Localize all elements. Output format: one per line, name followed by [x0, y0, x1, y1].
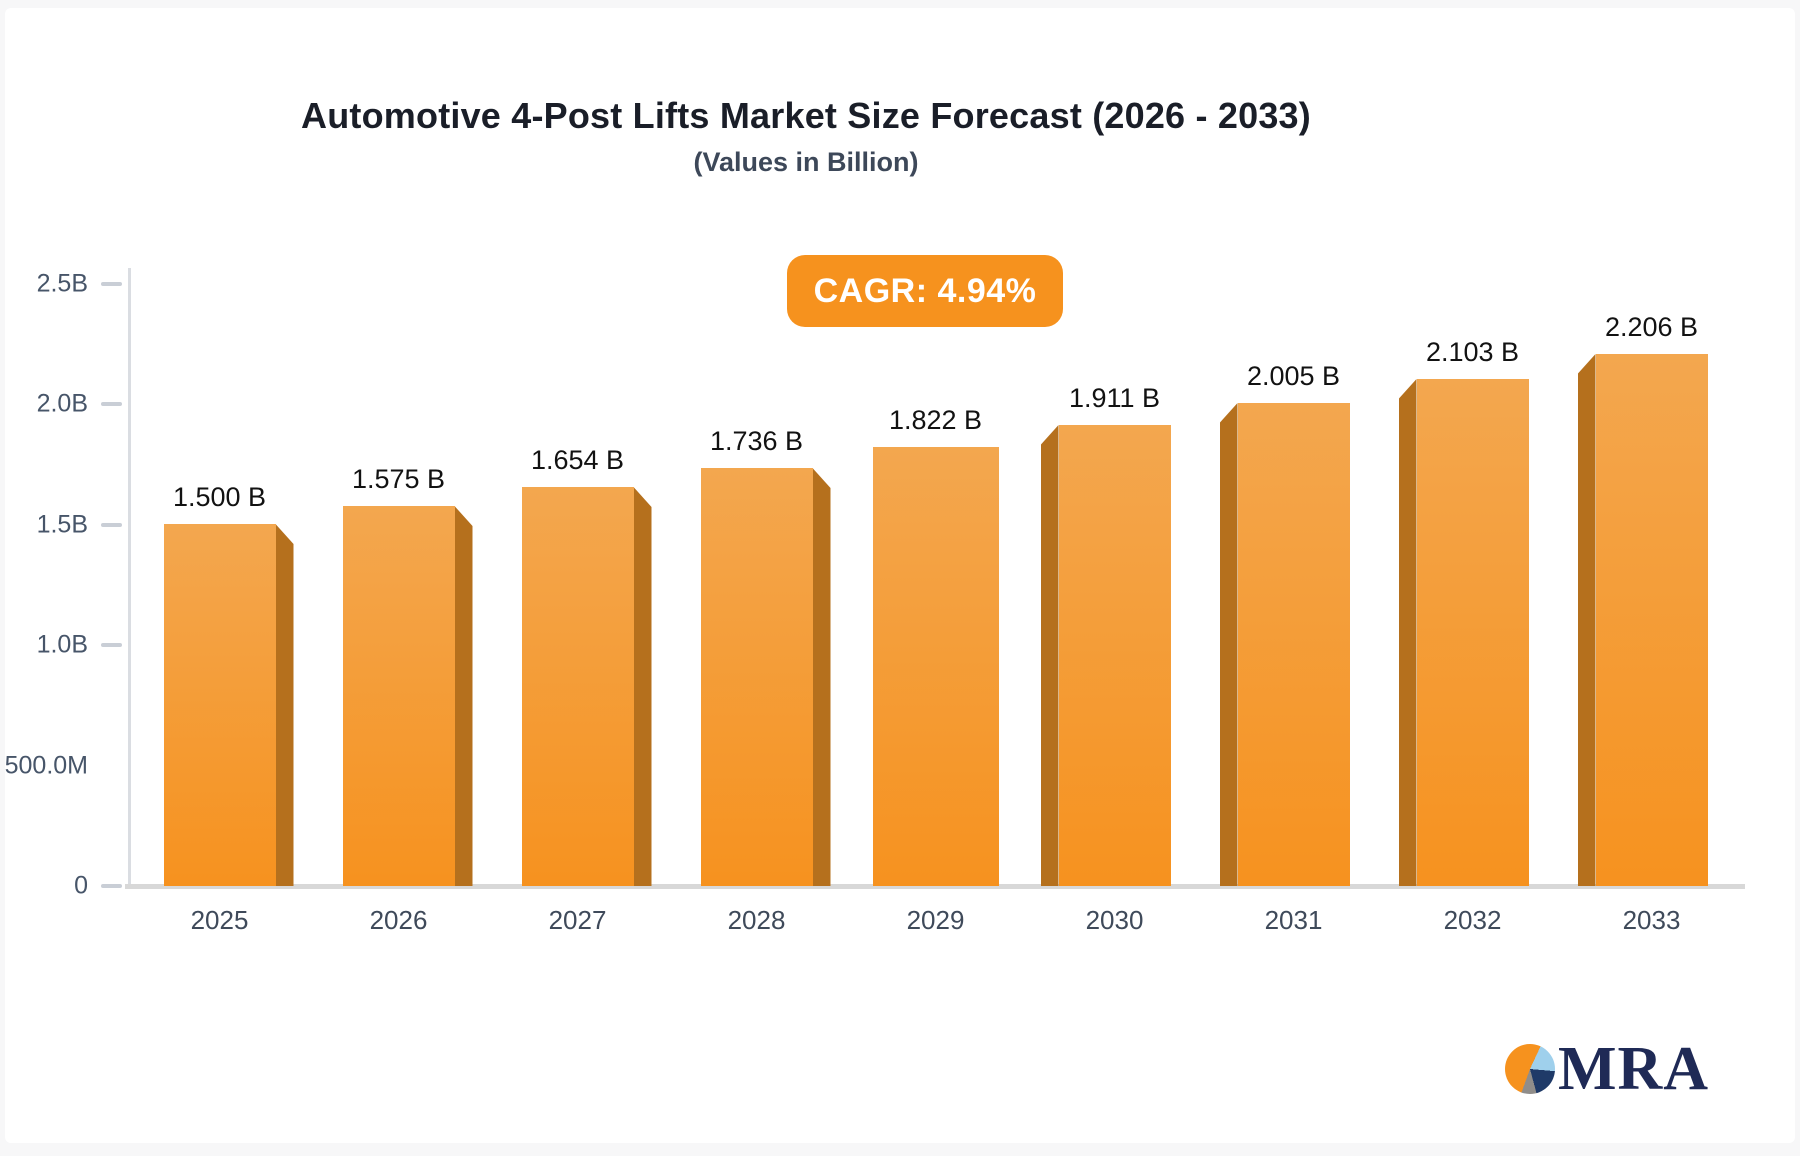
- x-axis-label-2028: 2028: [727, 905, 786, 935]
- bar-3d-side: [1040, 425, 1059, 886]
- y-tick-mark: [101, 884, 122, 888]
- y-tick-label: 1.5B: [36, 510, 88, 538]
- chart-title: Automotive 4-Post Lifts Market Size Fore…: [301, 95, 1311, 136]
- pie-chart-logo-icon: [1505, 1044, 1555, 1094]
- bar-2028: [700, 468, 813, 886]
- x-axis-label-2029: 2029: [906, 905, 965, 935]
- bar-3d-side: [812, 468, 831, 886]
- bar-3d-side: [1398, 379, 1417, 886]
- y-tick-label: 2.0B: [36, 389, 88, 418]
- y-tick-mark: [101, 281, 122, 286]
- bar-3d-side: [1577, 354, 1596, 886]
- bar-2032: [1416, 379, 1529, 886]
- bar-2026: [342, 506, 455, 886]
- bar-3d-side: [633, 487, 652, 886]
- bar-value-label: 1.822 B: [888, 405, 983, 435]
- x-axis-label-2030: 2030: [1085, 905, 1144, 935]
- bar-value-label: 1.575 B: [351, 464, 446, 494]
- x-axis-label-2031: 2031: [1264, 905, 1323, 935]
- x-axis-label-2025: 2025: [190, 905, 249, 935]
- y-tick-mark: [101, 522, 122, 527]
- mra-logo: MRA: [1505, 1038, 1709, 1100]
- bar-value-label: 2.005 B: [1246, 361, 1341, 391]
- chart-subtitle: (Values in Billion): [693, 147, 919, 177]
- bar-2033: [1595, 354, 1708, 886]
- y-tick-label: 1.0B: [36, 630, 88, 659]
- bar-2025: [163, 524, 276, 886]
- bar-2029: [872, 447, 999, 886]
- cagr-badge: CAGR: 4.94%: [787, 255, 1063, 327]
- bar-3d-side: [275, 524, 294, 886]
- bar-value-label: 2.206 B: [1604, 312, 1699, 342]
- y-tick-mark: [101, 643, 122, 647]
- bar-2027: [521, 487, 634, 886]
- x-axis-label-2032: 2032: [1443, 905, 1502, 935]
- bar-3d-side: [454, 506, 473, 886]
- x-axis-label-2027: 2027: [548, 905, 607, 935]
- y-tick-label: 0: [74, 871, 88, 900]
- x-axis-label-2026: 2026: [369, 905, 428, 935]
- bar-value-label: 1.736 B: [709, 426, 804, 456]
- y-tick-label: 500.0M: [4, 751, 88, 779]
- y-tick-mark: [101, 402, 122, 406]
- bar-value-label: 1.911 B: [1068, 383, 1161, 413]
- bar-value-label: 1.500 B: [172, 482, 267, 512]
- x-axis-label-2033: 2033: [1622, 905, 1681, 935]
- bar-3d-side: [1219, 403, 1238, 886]
- bar-2031: [1237, 403, 1350, 886]
- y-axis-line: [128, 268, 131, 886]
- bar-value-label: 2.103 B: [1425, 337, 1520, 367]
- bar-value-label: 1.654 B: [530, 445, 625, 475]
- x-axis-baseline: [125, 884, 1745, 889]
- bar-2030: [1058, 425, 1171, 886]
- cagr-badge-label: CAGR: 4.94%: [813, 271, 1037, 310]
- mra-logo-text: MRA: [1558, 1035, 1710, 1103]
- y-tick-label: 2.5B: [36, 269, 88, 297]
